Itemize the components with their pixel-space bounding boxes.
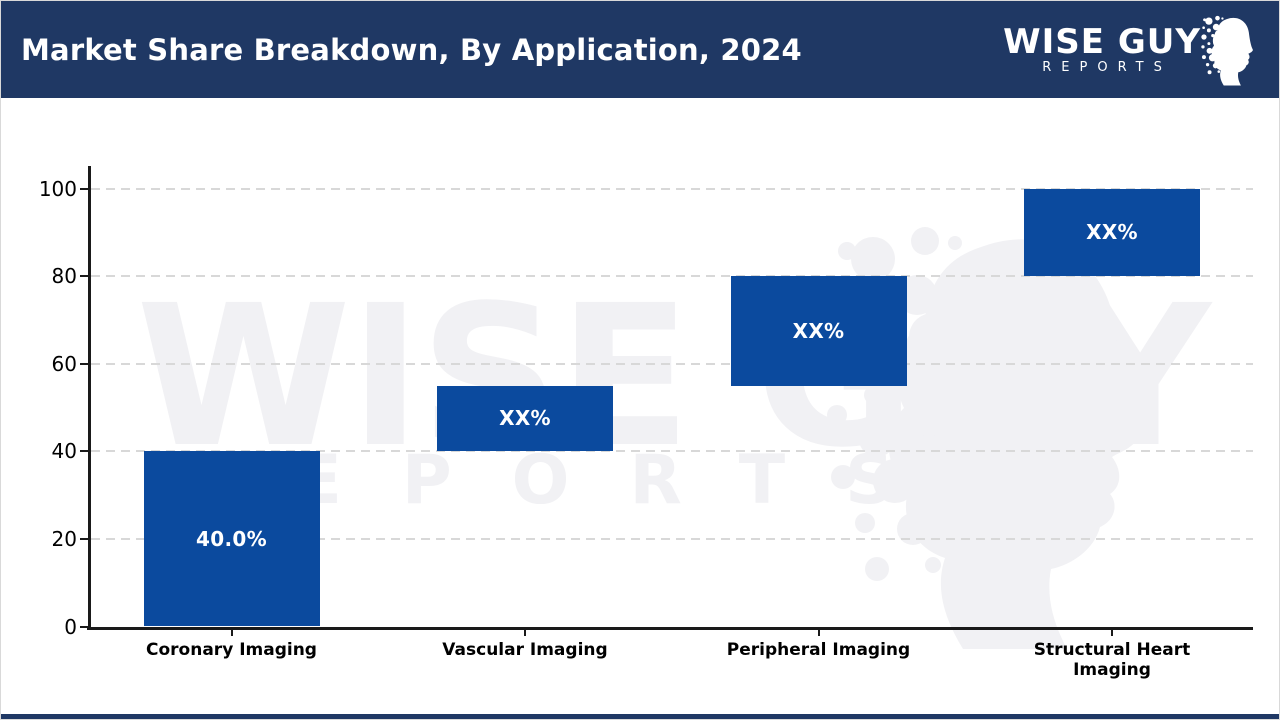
gridline-20 [91,537,1253,540]
logo-subtitle: REPORTS [1042,59,1172,75]
y-tick-label-40: 40 [51,439,77,464]
y-tick-label-80: 80 [51,264,77,289]
bar-vascular-imaging: XX% [437,385,613,452]
y-tick-60 [80,362,88,365]
category-label-0: Coronary Imaging [146,640,317,660]
y-axis-line [88,166,91,630]
y-tick-100 [80,187,88,190]
y-tick-0 [80,625,88,628]
y-tick-label-60: 60 [51,351,77,376]
category-label-1: Vascular Imaging [442,640,608,660]
category-label-2: Peripheral Imaging [726,640,911,660]
bar-coronary-imaging: 40.0% [143,451,320,627]
y-tick-80 [80,275,88,278]
wise-guy-reports-logo: WISE GUY REPORTS [1003,11,1269,89]
y-tick-label-0: 0 [64,614,77,639]
y-tick-label-100: 100 [38,176,77,201]
x-tick-0 [230,630,233,636]
y-tick-label-20: 20 [51,526,77,551]
x-tick-2 [817,630,820,636]
x-tick-3 [1111,630,1113,636]
y-tick-40 [80,450,88,453]
logo-head-icon [1201,15,1253,85]
gridline-60 [91,362,1253,365]
logo-name: WISE GUY [1003,21,1201,62]
bar-value-label: 40.0% [196,526,267,551]
footer-strip [1,714,1279,719]
chart-title: Market Share Breakdown, By Application, … [21,32,802,67]
gridline-100 [91,187,1253,190]
y-tick-20 [80,537,88,540]
bar-value-label: XX% [499,406,551,431]
bar-value-label: XX% [792,318,845,343]
x-tick-1 [524,630,526,636]
logo-text: WISE GUY REPORTS [1003,24,1201,76]
x-axis-line [87,627,1253,630]
gridline-40 [91,450,1253,453]
bar-peripheral-imaging: XX% [730,276,907,386]
header-bar: Market Share Breakdown, By Application, … [1,1,1279,98]
category-label-3: Structural Heart Imaging [1033,640,1191,680]
gridline-80 [91,275,1253,278]
